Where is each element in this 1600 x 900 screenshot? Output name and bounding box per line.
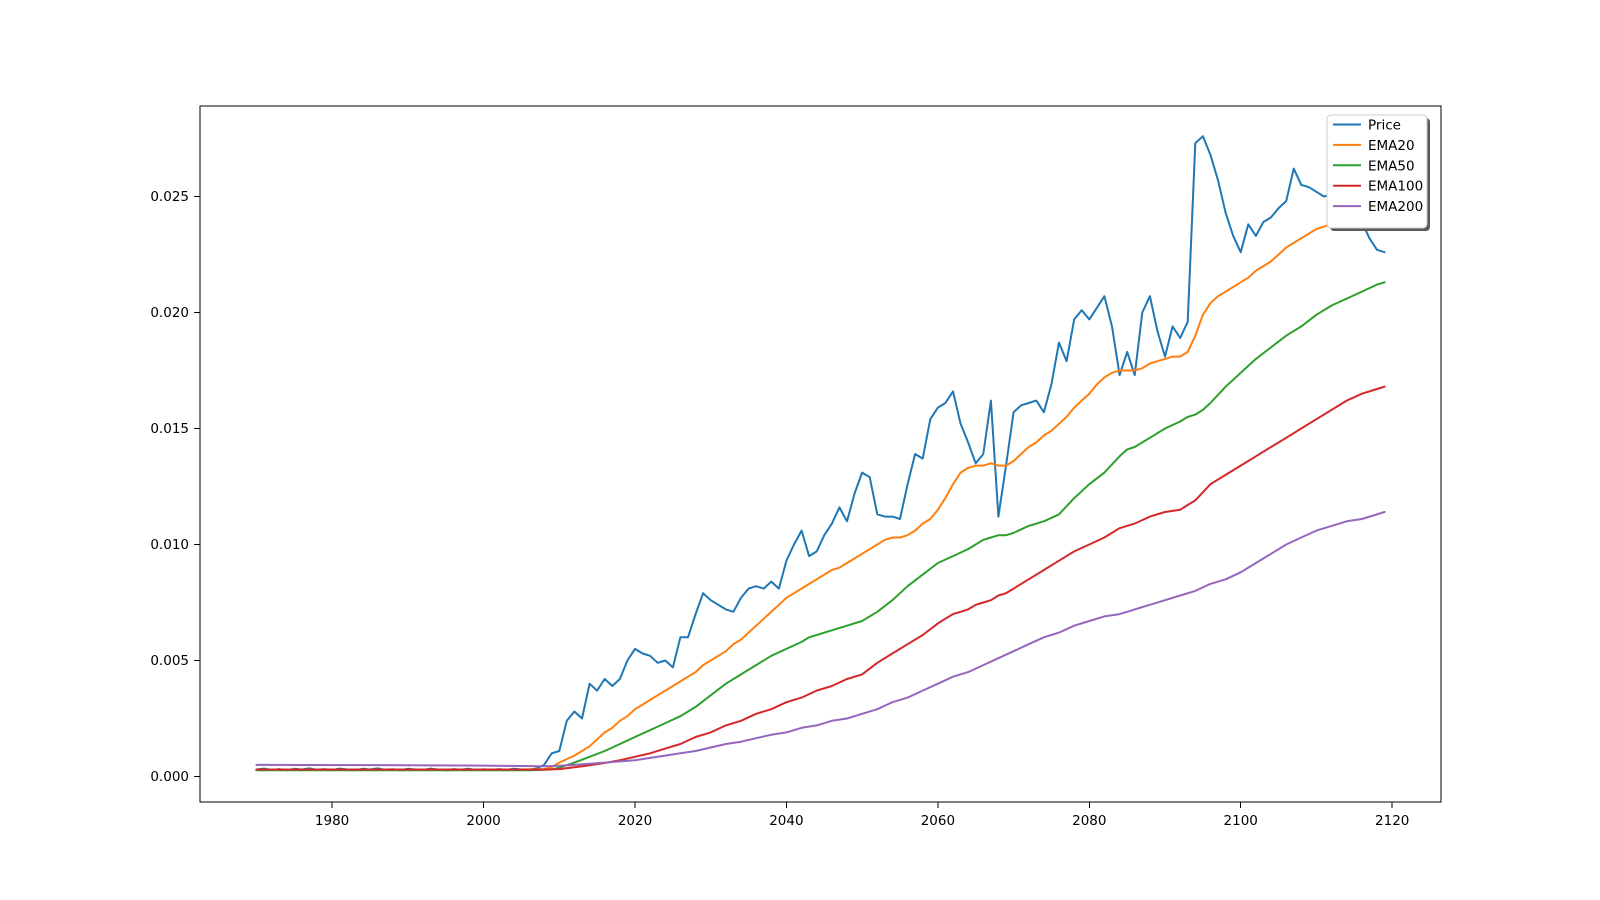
legend-entry-ema50: EMA50	[1333, 158, 1415, 174]
x-tick-label: 2060	[921, 813, 955, 829]
axes-spines	[199, 105, 1442, 803]
x-tick-label: 2120	[1375, 813, 1409, 829]
plot-area	[200, 106, 1441, 802]
y-tick-label: 0.025	[150, 189, 189, 205]
y-axis: 0.000 0.005 0.010 0.015 0.020 0.025	[150, 189, 200, 785]
legend-entry-ema200: EMA200	[1333, 199, 1423, 215]
legend-label-ema20: EMA20	[1368, 138, 1415, 154]
ema100-line	[255, 385, 1386, 771]
x-tick-label: 2040	[769, 813, 803, 829]
x-tick-label: 2020	[618, 813, 652, 829]
ema20-line	[255, 216, 1386, 771]
legend-label-ema50: EMA50	[1368, 158, 1415, 174]
x-tick-label: 1980	[315, 813, 349, 829]
legend-label-ema100: EMA100	[1368, 179, 1423, 195]
x-tick-label: 2000	[466, 813, 500, 829]
y-tick-label: 0.000	[150, 769, 189, 785]
legend: Price EMA20 EMA50 EMA100 EMA200	[1326, 114, 1430, 231]
legend-label-ema200: EMA200	[1368, 199, 1423, 215]
legend-entry-price: Price	[1333, 118, 1401, 134]
y-tick-label: 0.020	[150, 305, 189, 321]
ema200-line	[255, 511, 1386, 768]
y-tick-label: 0.010	[150, 537, 189, 553]
legend-entry-ema100: EMA100	[1333, 179, 1423, 195]
series-group	[255, 135, 1386, 772]
ema50-line	[255, 281, 1386, 772]
x-axis: 1980 2000 2020 2040 2060 2080 2100 2120	[315, 802, 1409, 829]
legend-entry-ema20: EMA20	[1333, 138, 1415, 154]
x-tick-label: 2100	[1224, 813, 1258, 829]
legend-label-price: Price	[1368, 118, 1401, 134]
legend-box	[1326, 114, 1428, 229]
y-tick-label: 0.015	[150, 421, 189, 437]
y-tick-label: 0.005	[150, 653, 189, 669]
x-tick-label: 2080	[1072, 813, 1106, 829]
